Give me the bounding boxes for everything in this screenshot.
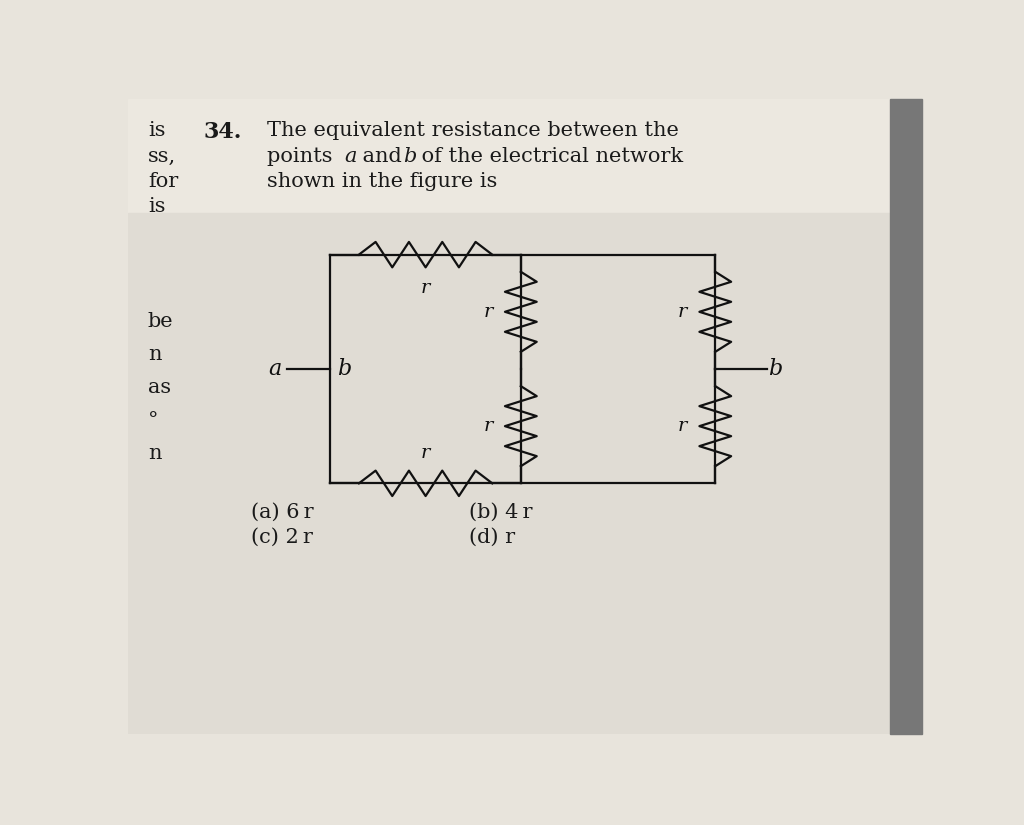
Text: a: a <box>268 358 282 380</box>
Text: of the electrical network: of the electrical network <box>416 147 683 166</box>
Text: r: r <box>678 303 687 321</box>
Text: r: r <box>483 417 494 435</box>
Text: (c) 2 r: (c) 2 r <box>251 528 313 547</box>
Text: n: n <box>147 345 162 364</box>
Text: 34.: 34. <box>204 121 242 144</box>
Text: shown in the figure is: shown in the figure is <box>267 172 498 191</box>
Text: points: points <box>267 147 339 166</box>
Text: °: ° <box>147 411 159 430</box>
Text: is: is <box>147 197 165 216</box>
Text: ss,: ss, <box>147 147 176 166</box>
Text: for: for <box>147 172 178 191</box>
Text: is: is <box>147 121 165 140</box>
Text: and: and <box>355 147 409 166</box>
Text: (b) 4 r: (b) 4 r <box>469 502 532 521</box>
Text: r: r <box>421 445 430 462</box>
Text: (a) 6 r: (a) 6 r <box>251 502 313 521</box>
Text: r: r <box>421 279 430 297</box>
Text: r: r <box>678 417 687 435</box>
Bar <box>890 99 922 734</box>
Bar <box>128 214 890 734</box>
Text: b: b <box>403 147 417 166</box>
Text: r: r <box>483 303 494 321</box>
Bar <box>128 99 890 214</box>
Text: (d) r: (d) r <box>469 528 515 547</box>
Text: a: a <box>344 147 356 166</box>
Text: The equivalent resistance between the: The equivalent resistance between the <box>267 121 679 140</box>
Text: be: be <box>147 312 173 331</box>
Text: b: b <box>337 358 351 380</box>
Text: n: n <box>147 444 162 463</box>
Text: as: as <box>147 378 171 397</box>
Text: b: b <box>768 358 782 380</box>
